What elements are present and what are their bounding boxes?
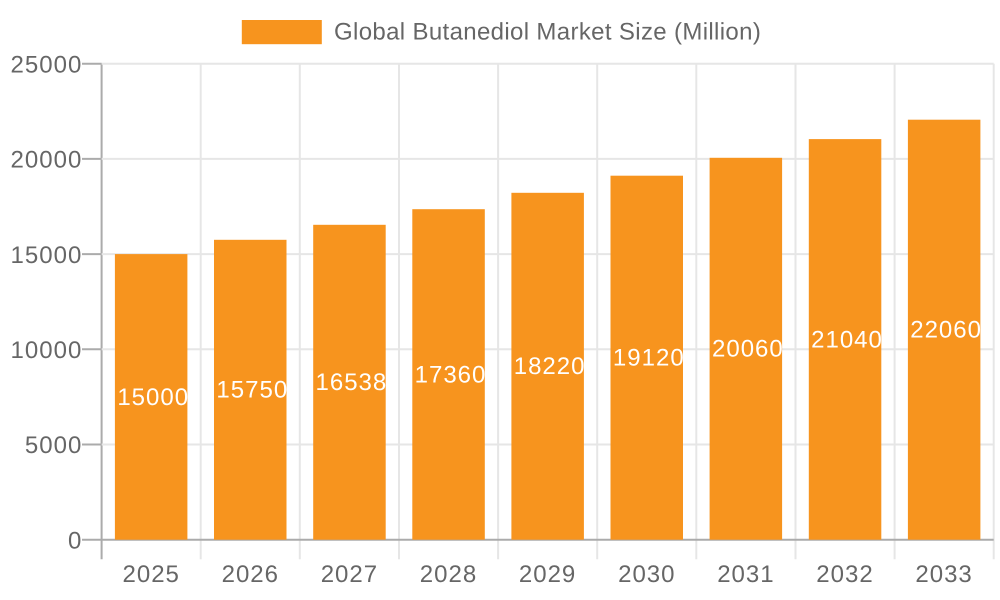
svg-text:17360: 17360 <box>415 361 487 388</box>
svg-text:20060: 20060 <box>712 336 784 363</box>
svg-text:20000: 20000 <box>11 147 83 174</box>
svg-text:Global Butanediol Market Size: Global Butanediol Market Size (Million) <box>334 19 761 46</box>
svg-text:2029: 2029 <box>519 561 576 588</box>
svg-text:15000: 15000 <box>11 242 83 269</box>
svg-text:2026: 2026 <box>222 561 279 588</box>
svg-text:2031: 2031 <box>717 561 774 588</box>
svg-text:21040: 21040 <box>811 326 883 353</box>
svg-text:2030: 2030 <box>618 561 675 588</box>
svg-text:10000: 10000 <box>11 337 83 364</box>
svg-text:16538: 16538 <box>316 369 388 396</box>
svg-text:5000: 5000 <box>25 432 82 459</box>
svg-text:15000: 15000 <box>117 384 189 411</box>
svg-text:25000: 25000 <box>11 51 83 78</box>
svg-text:2033: 2033 <box>915 561 972 588</box>
svg-text:2032: 2032 <box>816 561 873 588</box>
svg-text:0: 0 <box>68 528 82 555</box>
svg-text:15750: 15750 <box>216 377 288 404</box>
svg-text:19120: 19120 <box>613 345 685 372</box>
svg-text:22060: 22060 <box>910 317 982 344</box>
svg-text:2027: 2027 <box>321 561 378 588</box>
svg-text:2025: 2025 <box>123 561 180 588</box>
svg-text:18220: 18220 <box>514 353 586 380</box>
svg-text:2028: 2028 <box>420 561 477 588</box>
